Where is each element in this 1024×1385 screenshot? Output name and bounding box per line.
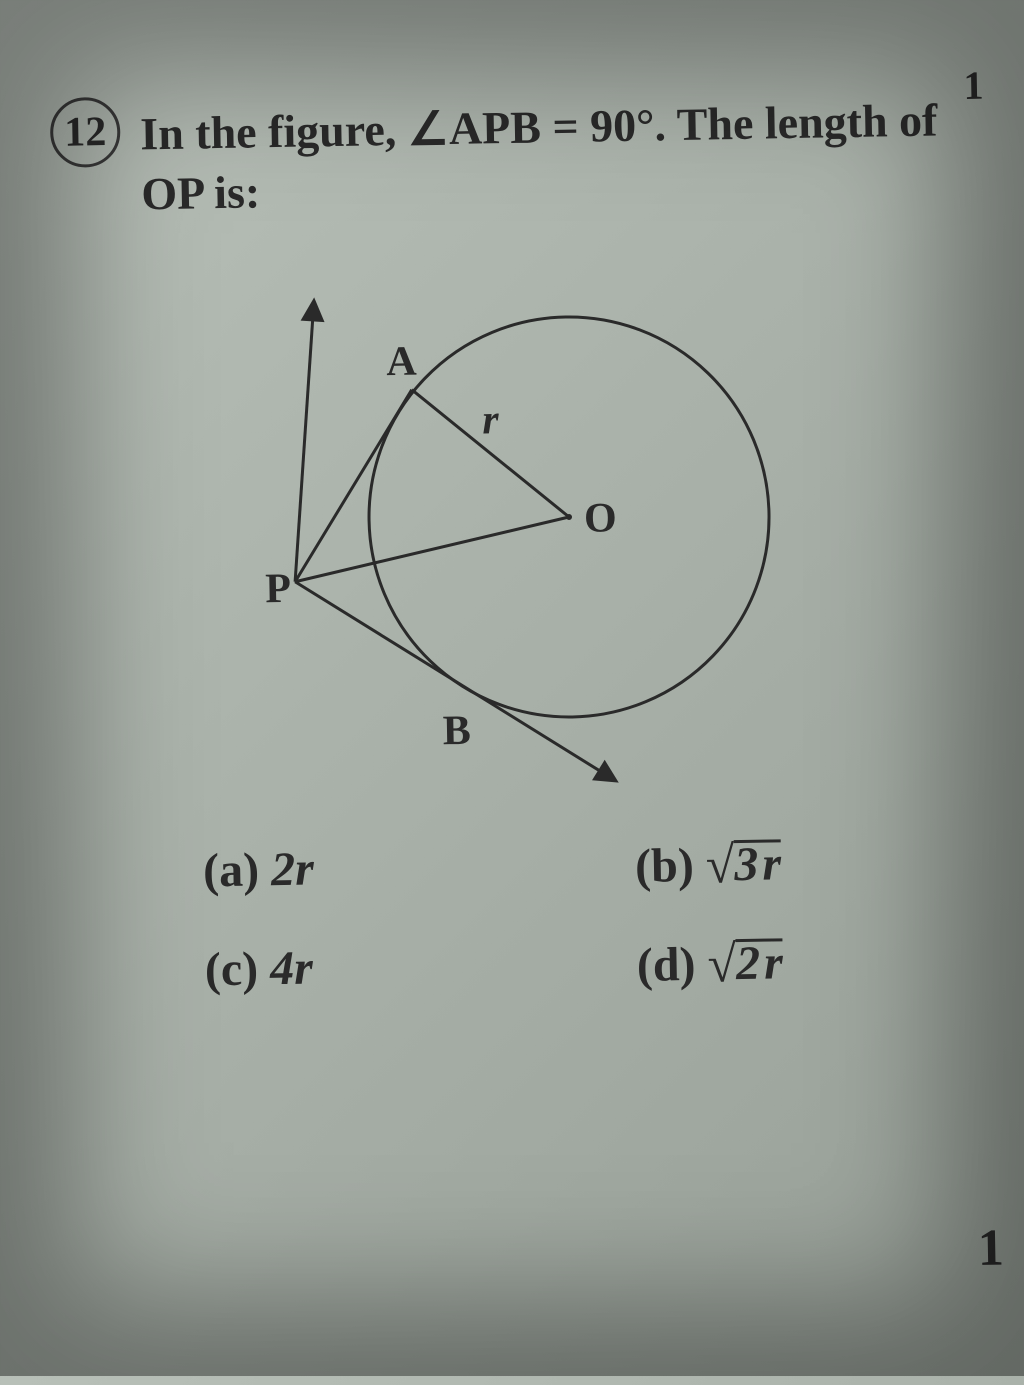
- figure-svg: O A B P r: [205, 272, 814, 802]
- option-d-value: √2r: [707, 932, 783, 992]
- label-O: O: [584, 495, 617, 542]
- option-a: (a) 2r: [203, 839, 436, 902]
- segment-OP: [294, 517, 570, 582]
- option-c-label: (c): [204, 941, 258, 997]
- option-d-label: (d): [636, 936, 696, 992]
- label-A: A: [386, 338, 418, 385]
- sqrt-sign-icon: √: [705, 837, 735, 894]
- question-number-circle: 12: [50, 97, 121, 168]
- option-c: (c) 4r: [204, 938, 437, 1001]
- option-b-after: r: [762, 837, 782, 890]
- sqrt-sign-icon: √: [707, 936, 737, 993]
- option-a-value: 2r: [271, 841, 315, 897]
- geometry-figure: O A B P r: [205, 272, 814, 802]
- option-d: (d) √2r: [636, 930, 869, 993]
- option-d-after: r: [764, 936, 784, 989]
- label-r: r: [482, 397, 500, 443]
- label-P: P: [265, 565, 291, 611]
- option-b-radicand: 3: [734, 837, 759, 890]
- question-row: 12 In the figure, ∠APB = 90°. The length…: [50, 82, 956, 225]
- option-b-label: (b): [635, 837, 695, 893]
- option-c-value: 4r: [270, 940, 314, 996]
- page-content: 1 12 In the figure, ∠APB = 90°. The leng…: [0, 0, 1024, 1385]
- option-d-radicand: 2: [736, 936, 761, 989]
- question-text: In the figure, ∠APB = 90°. The length of…: [140, 82, 956, 224]
- page-edge-char-top: 1: [963, 62, 984, 109]
- options-grid: (a) 2r (b) √3r (c) 4r (d) √2r: [203, 831, 870, 1001]
- option-b-value: √3r: [705, 833, 781, 893]
- option-b: (b) √3r: [635, 831, 868, 894]
- page-edge-char-bottom: 1: [977, 1219, 1004, 1278]
- label-B: B: [442, 707, 471, 753]
- option-a-label: (a): [203, 842, 260, 898]
- tangent-PA-ray: [290, 309, 318, 581]
